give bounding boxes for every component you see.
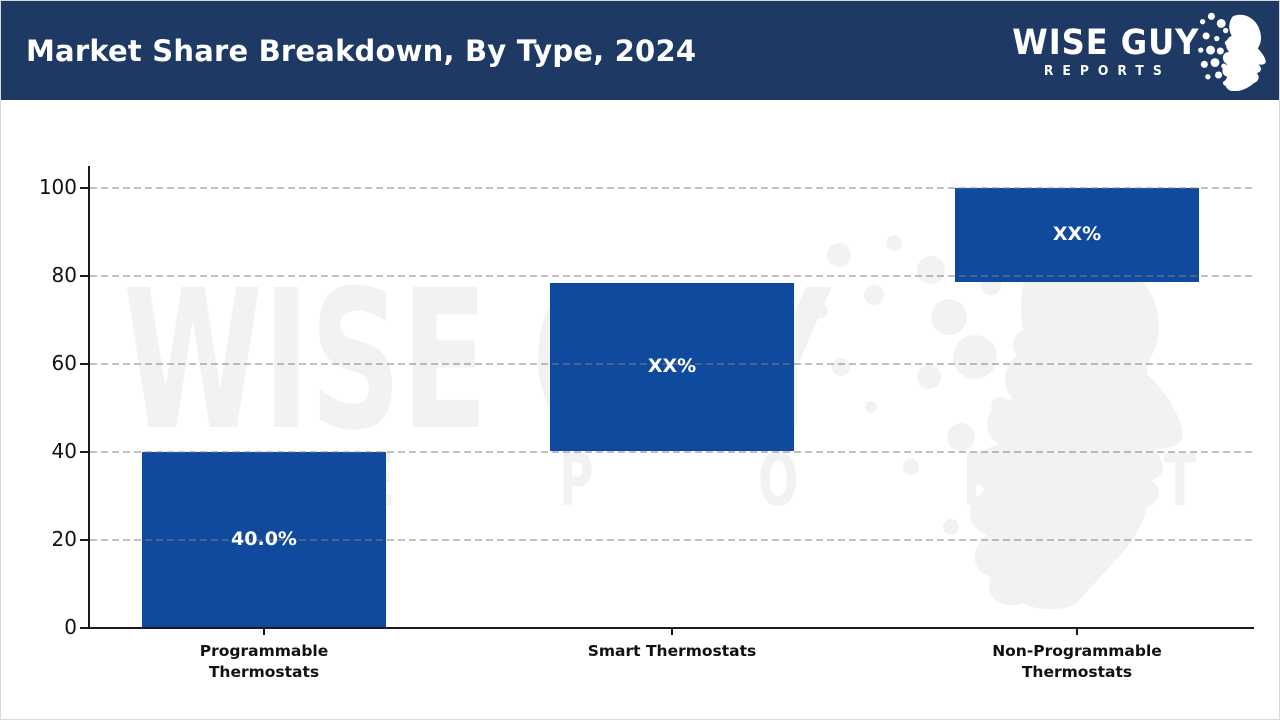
y-axis-tick-label: 0	[64, 615, 77, 639]
logo-wordmark: WISE GUY	[1011, 22, 1199, 63]
y-axis-tick-label: 60	[51, 351, 77, 375]
logo-dotted-head-icon	[1198, 12, 1266, 91]
y-axis-tick-label: 40	[51, 439, 77, 463]
gridline	[90, 187, 1254, 189]
logo-subtitle: REPORTS	[1043, 63, 1171, 79]
y-axis-tick	[80, 363, 88, 365]
gridline	[90, 451, 1254, 453]
x-axis-category-label: Smart Thermostats	[587, 642, 757, 660]
x-axis-tick	[1076, 629, 1078, 635]
x-axis-tick	[671, 629, 673, 635]
brand-logo: WISE GUY REPORTS	[996, 9, 1267, 93]
gridline	[90, 275, 1254, 277]
bar-segment	[550, 282, 794, 451]
y-axis-tick	[80, 187, 88, 189]
gridline	[90, 363, 1254, 365]
bar-value-label: XX%	[1052, 223, 1102, 246]
watermark-dotted-head-icon	[814, 235, 1183, 610]
y-axis-tick	[80, 627, 88, 629]
header-bar: Market Share Breakdown, By Type, 2024 WI…	[1, 1, 1279, 100]
x-axis-category-label: Programmable Thermostats	[199, 642, 329, 681]
y-axis-tick	[80, 451, 88, 453]
y-axis-tick	[80, 539, 88, 541]
y-axis-tick-label: 80	[51, 263, 77, 287]
gridline	[90, 539, 1254, 541]
x-axis-category-label: Non-Programmable Thermostats	[992, 642, 1162, 681]
x-axis-tick	[263, 629, 265, 635]
y-axis-spine	[88, 166, 90, 629]
y-axis-tick-label: 100	[38, 175, 77, 199]
x-axis-spine	[88, 627, 1254, 629]
page-title: Market Share Breakdown, By Type, 2024	[26, 33, 697, 68]
bar-value-label: 40.0%	[231, 528, 297, 550]
y-axis-tick	[80, 275, 88, 277]
y-axis-tick-label: 20	[51, 527, 77, 551]
bar-value-label: XX%	[647, 355, 697, 378]
logo-text: WISE GUY REPORTS	[996, 24, 1199, 79]
bar-segment	[955, 188, 1199, 282]
